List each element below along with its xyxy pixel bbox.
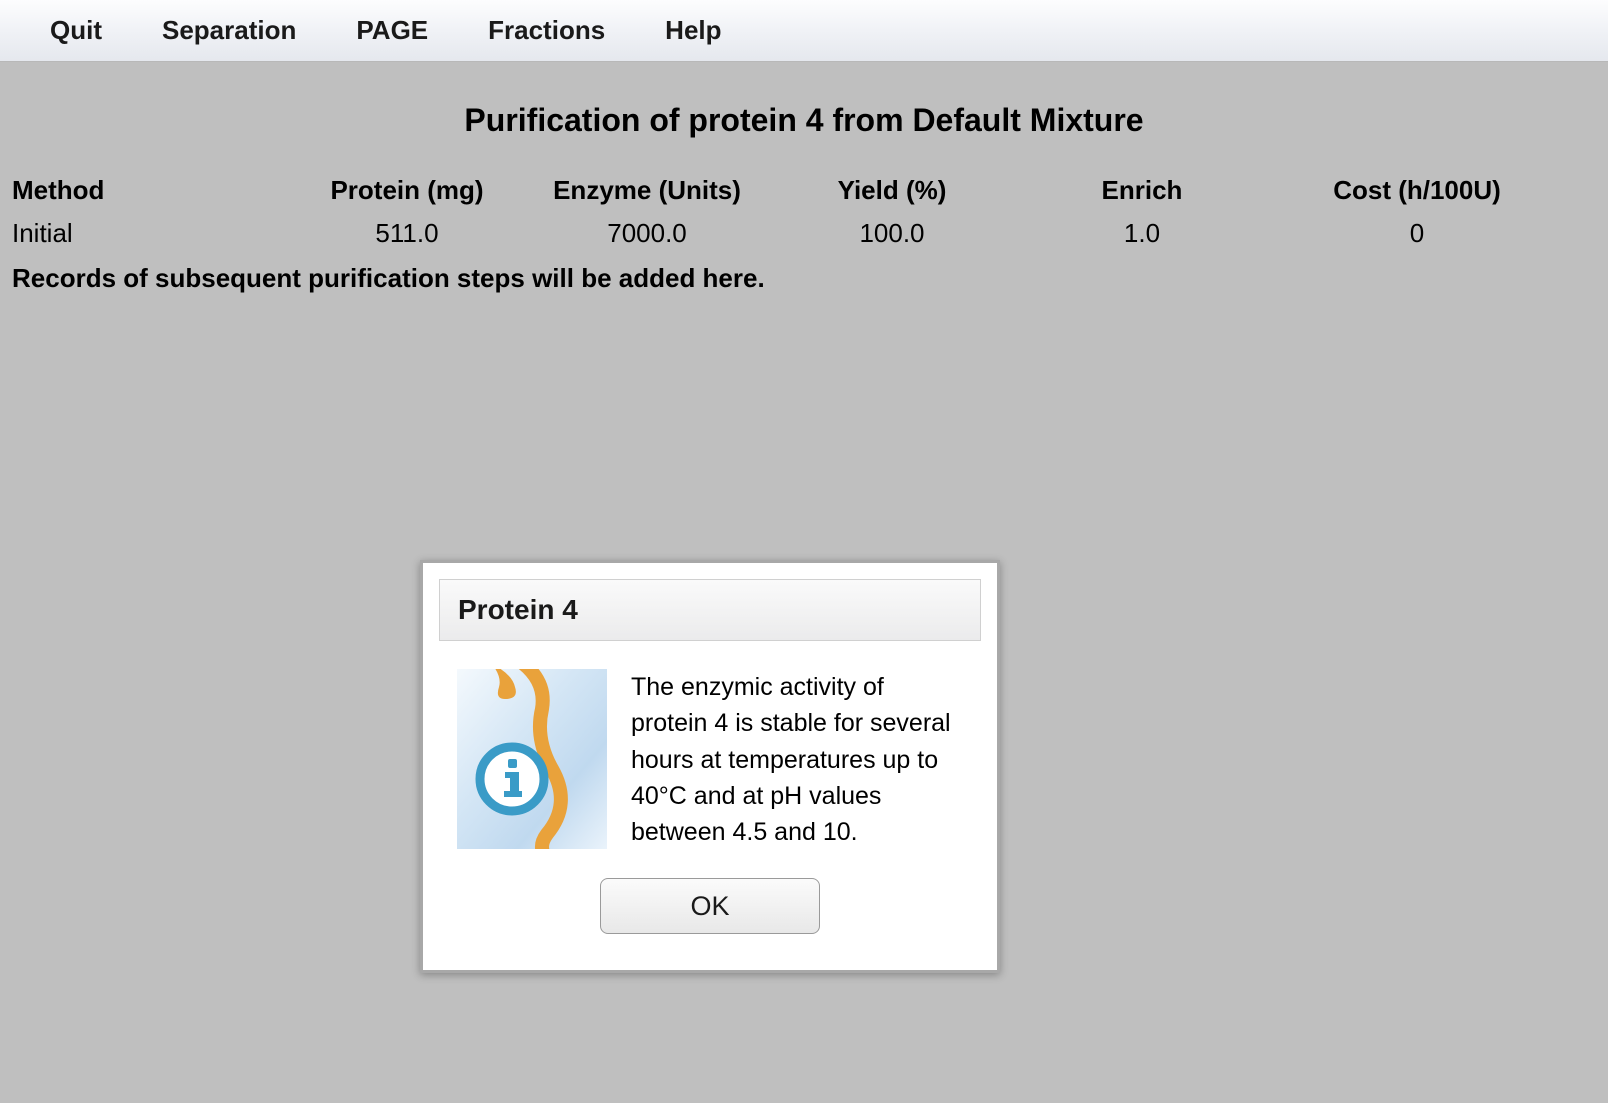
- col-yield: Yield (%): [772, 175, 1012, 206]
- cell-cost: 0: [1272, 218, 1562, 249]
- col-cost: Cost (h/100U): [1272, 175, 1562, 206]
- col-protein: Protein (mg): [292, 175, 522, 206]
- cell-method: Initial: [12, 218, 292, 249]
- menubar: Quit Separation PAGE Fractions Help: [0, 0, 1608, 62]
- menu-separation[interactable]: Separation: [132, 5, 326, 56]
- info-icon: [457, 669, 607, 849]
- table-note: Records of subsequent purification steps…: [0, 255, 1608, 302]
- cell-enrich: 1.0: [1012, 218, 1272, 249]
- dialog-footer: OK: [439, 860, 981, 954]
- cell-protein: 511.0: [292, 218, 522, 249]
- menu-quit[interactable]: Quit: [20, 5, 132, 56]
- col-enzyme: Enzyme (Units): [522, 175, 772, 206]
- info-dialog: Protein 4: [420, 560, 1000, 973]
- col-enrich: Enrich: [1012, 175, 1272, 206]
- purification-table: Method Protein (mg) Enzyme (Units) Yield…: [0, 169, 1608, 255]
- col-method: Method: [12, 175, 292, 206]
- menu-help[interactable]: Help: [635, 5, 751, 56]
- cell-enzyme: 7000.0: [522, 218, 772, 249]
- menu-page[interactable]: PAGE: [326, 5, 458, 56]
- dialog-title: Protein 4: [439, 579, 981, 641]
- table-header-row: Method Protein (mg) Enzyme (Units) Yield…: [12, 169, 1596, 212]
- dialog-body: The enzymic activity of protein 4 is sta…: [439, 641, 981, 860]
- table-row: Initial 511.0 7000.0 100.0 1.0 0: [12, 212, 1596, 255]
- content-area: Purification of protein 4 from Default M…: [0, 62, 1608, 302]
- dialog-message: The enzymic activity of protein 4 is sta…: [631, 669, 963, 850]
- ok-button[interactable]: OK: [600, 878, 820, 934]
- menu-fractions[interactable]: Fractions: [458, 5, 635, 56]
- page-title: Purification of protein 4 from Default M…: [0, 62, 1608, 169]
- cell-yield: 100.0: [772, 218, 1012, 249]
